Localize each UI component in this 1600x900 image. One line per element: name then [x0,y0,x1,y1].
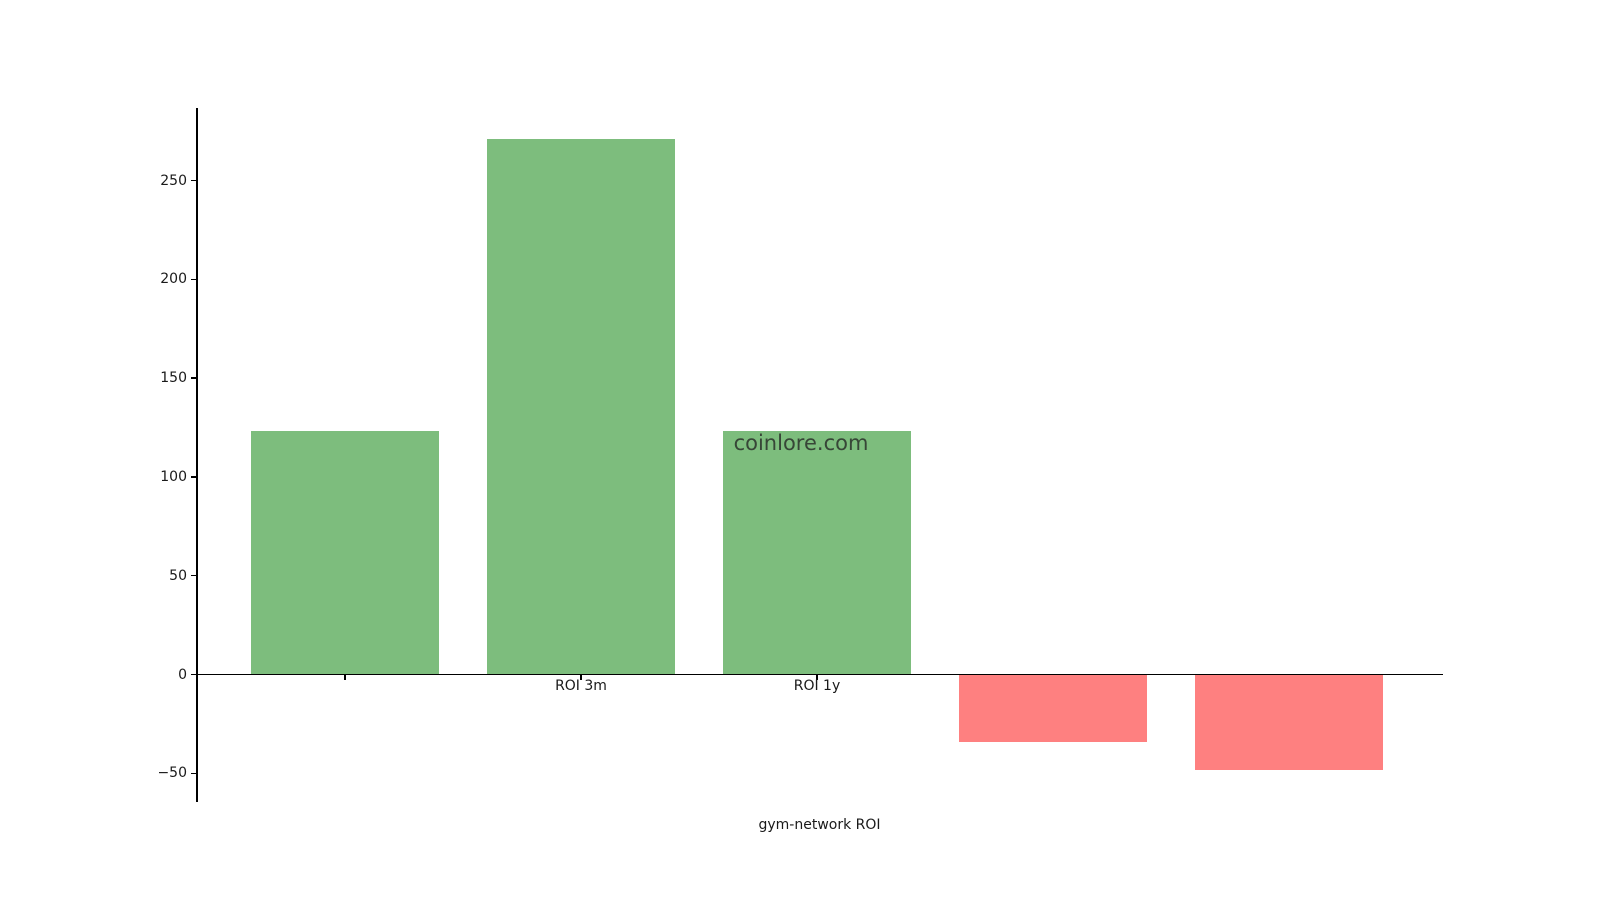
roi-bar-unlabeled-1 [251,431,439,675]
y-axis-tick-label: 150 [160,370,187,387]
x-axis-tick [580,674,582,680]
x-axis-tick-label: ROI 1y [793,677,841,694]
y-axis-tick [191,377,196,379]
roi-bar-roi-3m [487,139,675,675]
x-axis-tick [816,674,818,680]
y-axis-tick-label: 50 [169,567,187,584]
y-axis-tick-label: 0 [178,666,187,683]
y-axis-tick-label: −50 [157,765,187,782]
y-axis-tick-label: 200 [160,271,187,288]
y-axis-tick [191,772,196,775]
x-axis-tick-label: ROI 3m [555,677,607,694]
watermark-text: coinlore.com [733,431,869,455]
y-axis-tick-label: 100 [160,468,187,485]
y-axis-tick [191,179,196,182]
roi-bar-unlabeled-4 [959,675,1147,743]
y-axis-tick-label: 250 [160,172,187,189]
roi-bar-roi-1y [723,431,911,675]
y-axis-tick [191,278,196,281]
x-axis-title: gym-network ROI [758,817,881,833]
x-axis-zero-line [196,673,1443,676]
y-axis-tick [191,574,196,577]
y-axis-tick [191,476,196,478]
y-axis-tick [191,673,196,676]
roi-bar-unlabeled-5 [1195,675,1383,771]
x-axis-tick [344,674,346,680]
y-axis-line [196,108,198,802]
